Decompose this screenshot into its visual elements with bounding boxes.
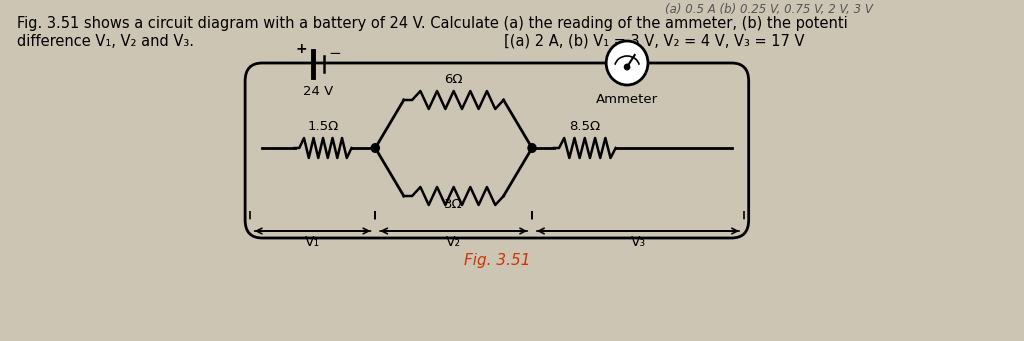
Text: Ammeter: Ammeter	[596, 93, 658, 106]
Text: 3Ω: 3Ω	[444, 198, 463, 211]
Circle shape	[606, 41, 648, 85]
Text: 1.5Ω: 1.5Ω	[307, 120, 339, 133]
Text: 24 V: 24 V	[303, 85, 334, 98]
Text: [(a) 2 A, (b) V₁ = 3 V, V₂ = 4 V, V₃ = 17 V: [(a) 2 A, (b) V₁ = 3 V, V₂ = 4 V, V₃ = 1…	[504, 34, 804, 49]
Text: 6Ω: 6Ω	[444, 73, 463, 86]
Text: 8.5Ω: 8.5Ω	[568, 120, 600, 133]
Text: Fig. 3.51 shows a circuit diagram with a battery of 24 V. Calculate (a) the read: Fig. 3.51 shows a circuit diagram with a…	[17, 16, 848, 31]
Text: V₂: V₂	[446, 235, 461, 249]
Text: V₁: V₁	[305, 235, 321, 249]
Text: +: +	[295, 42, 307, 56]
Text: V₃: V₃	[631, 235, 645, 249]
Circle shape	[527, 143, 537, 153]
Text: −: −	[328, 45, 341, 60]
Text: difference V₁, V₂ and V₃.: difference V₁, V₂ and V₃.	[17, 34, 195, 49]
Text: (a) 0.5 A (b) 0.25 V, 0.75 V, 2 V, 3 V: (a) 0.5 A (b) 0.25 V, 0.75 V, 2 V, 3 V	[665, 3, 872, 16]
Circle shape	[624, 63, 631, 71]
Circle shape	[371, 143, 380, 153]
Text: Fig. 3.51: Fig. 3.51	[464, 253, 530, 268]
